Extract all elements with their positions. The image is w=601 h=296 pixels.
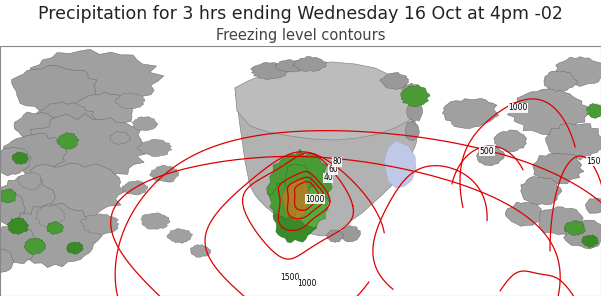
Polygon shape <box>585 198 601 213</box>
Polygon shape <box>0 147 31 176</box>
Polygon shape <box>167 229 193 243</box>
Polygon shape <box>282 178 310 221</box>
Text: 1500: 1500 <box>280 274 300 282</box>
Polygon shape <box>269 182 301 219</box>
Polygon shape <box>587 104 601 118</box>
Polygon shape <box>477 146 504 166</box>
Polygon shape <box>251 62 290 80</box>
Polygon shape <box>66 242 84 255</box>
Polygon shape <box>110 131 130 144</box>
Polygon shape <box>340 226 361 242</box>
Polygon shape <box>554 57 601 86</box>
Polygon shape <box>132 117 158 131</box>
Polygon shape <box>407 101 423 122</box>
Polygon shape <box>544 71 577 92</box>
Polygon shape <box>138 139 172 157</box>
Polygon shape <box>7 218 29 234</box>
Polygon shape <box>326 230 344 242</box>
Polygon shape <box>35 102 96 136</box>
Text: 40: 40 <box>323 173 333 183</box>
Polygon shape <box>58 133 79 149</box>
Polygon shape <box>141 213 169 229</box>
Polygon shape <box>15 163 126 220</box>
Polygon shape <box>11 65 97 111</box>
Polygon shape <box>73 92 135 131</box>
Polygon shape <box>235 77 418 236</box>
Polygon shape <box>18 172 41 190</box>
Polygon shape <box>401 86 430 107</box>
Polygon shape <box>150 165 178 182</box>
Text: 80: 80 <box>332 157 342 166</box>
Polygon shape <box>401 83 423 98</box>
Text: 1000: 1000 <box>297 279 317 289</box>
Polygon shape <box>235 62 416 140</box>
Text: 1000: 1000 <box>508 104 528 112</box>
Polygon shape <box>546 124 601 160</box>
Polygon shape <box>190 244 211 257</box>
Polygon shape <box>564 220 601 249</box>
Text: Precipitation for 3 hrs ending Wednesday 16 Oct at 4pm -02: Precipitation for 3 hrs ending Wednesday… <box>38 5 563 23</box>
Polygon shape <box>6 203 103 268</box>
Polygon shape <box>35 205 65 227</box>
Polygon shape <box>122 181 148 195</box>
Polygon shape <box>520 176 562 205</box>
Polygon shape <box>115 93 145 109</box>
Polygon shape <box>494 130 526 152</box>
Polygon shape <box>507 87 590 135</box>
Text: 1500: 1500 <box>587 157 601 165</box>
Polygon shape <box>290 185 328 228</box>
Polygon shape <box>442 99 499 128</box>
Polygon shape <box>18 49 164 114</box>
Polygon shape <box>273 189 319 242</box>
Polygon shape <box>24 114 149 183</box>
Polygon shape <box>293 57 327 72</box>
Polygon shape <box>12 152 29 165</box>
Text: 500: 500 <box>480 147 494 155</box>
Polygon shape <box>47 221 64 234</box>
Polygon shape <box>81 214 119 234</box>
Text: Freezing level contours: Freezing level contours <box>216 28 385 44</box>
Polygon shape <box>275 59 304 72</box>
Polygon shape <box>582 235 599 248</box>
Polygon shape <box>24 238 46 255</box>
Polygon shape <box>285 164 312 211</box>
Polygon shape <box>380 72 409 89</box>
Text: 60: 60 <box>328 165 338 175</box>
Polygon shape <box>0 249 14 273</box>
Text: 1000: 1000 <box>305 194 325 204</box>
Polygon shape <box>384 141 416 188</box>
Polygon shape <box>532 153 584 184</box>
Polygon shape <box>0 176 55 220</box>
Polygon shape <box>405 121 419 141</box>
Polygon shape <box>564 221 585 236</box>
Polygon shape <box>0 191 25 225</box>
Polygon shape <box>0 189 16 203</box>
Polygon shape <box>267 149 332 224</box>
Polygon shape <box>539 207 583 235</box>
Polygon shape <box>14 112 61 141</box>
Polygon shape <box>505 202 543 226</box>
Polygon shape <box>0 223 38 263</box>
Polygon shape <box>2 133 67 176</box>
